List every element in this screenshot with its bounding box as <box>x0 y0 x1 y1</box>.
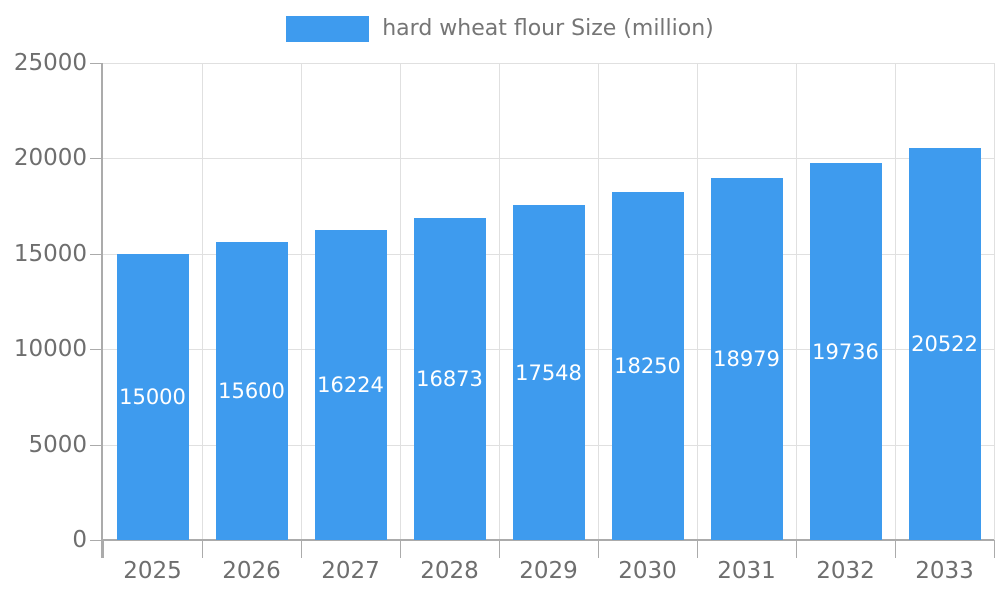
x-tick-label: 2025 <box>123 558 182 584</box>
x-tick-label: 2031 <box>717 558 776 584</box>
gridline-vertical <box>499 63 500 540</box>
x-axis-tick <box>499 540 500 558</box>
bar-2027[interactable] <box>315 230 387 540</box>
y-axis-tick <box>90 445 103 446</box>
legend-swatch <box>286 16 370 42</box>
y-tick-label: 15000 <box>13 241 87 267</box>
bar-2028[interactable] <box>414 218 486 540</box>
x-tick-label: 2029 <box>519 558 578 584</box>
gridline-vertical <box>598 63 599 540</box>
bar-value-label: 16224 <box>317 373 384 397</box>
x-tick-label: 2026 <box>222 558 281 584</box>
x-tick-label: 2032 <box>816 558 875 584</box>
bar-value-label: 20522 <box>911 332 978 356</box>
y-axis-line <box>101 63 103 558</box>
bar-value-label: 18979 <box>713 347 780 371</box>
bar-value-label: 15000 <box>119 385 186 409</box>
legend[interactable]: hard wheat flour Size (million) <box>0 16 1000 42</box>
gridline-vertical <box>400 63 401 540</box>
bar-2030[interactable] <box>612 192 684 540</box>
y-tick-label: 10000 <box>13 336 87 362</box>
bar-2026[interactable] <box>216 242 288 540</box>
legend-label: hard wheat flour Size (million) <box>382 16 714 41</box>
gridline-vertical <box>994 63 995 540</box>
y-axis-tick <box>90 540 103 541</box>
gridline-vertical <box>301 63 302 540</box>
y-axis-tick <box>90 254 103 255</box>
gridline-vertical <box>895 63 896 540</box>
x-axis-tick <box>202 540 203 558</box>
x-axis-tick <box>598 540 599 558</box>
bar-2033[interactable] <box>909 148 981 540</box>
bar-2031[interactable] <box>711 178 783 540</box>
bar-2032[interactable] <box>810 163 882 540</box>
x-tick-label: 2033 <box>915 558 974 584</box>
x-axis-tick <box>796 540 797 558</box>
x-axis-line <box>103 539 994 541</box>
bar-value-label: 19736 <box>812 340 879 364</box>
x-axis-tick <box>400 540 401 558</box>
x-tick-label: 2028 <box>420 558 479 584</box>
y-axis-tick <box>90 63 103 64</box>
x-axis-tick <box>103 540 104 558</box>
gridline-vertical <box>202 63 203 540</box>
bar-2025[interactable] <box>117 254 189 540</box>
x-tick-label: 2030 <box>618 558 677 584</box>
x-tick-label: 2027 <box>321 558 380 584</box>
x-axis-tick <box>697 540 698 558</box>
bar-value-label: 17548 <box>515 361 582 385</box>
bar-value-label: 16873 <box>416 367 483 391</box>
y-tick-label: 25000 <box>13 50 87 76</box>
gridline-vertical <box>796 63 797 540</box>
gridline-horizontal <box>103 63 994 64</box>
bar-value-label: 15600 <box>218 379 285 403</box>
x-axis-tick <box>301 540 302 558</box>
bar-2029[interactable] <box>513 205 585 540</box>
gridline-vertical <box>697 63 698 540</box>
bar-value-label: 18250 <box>614 354 681 378</box>
y-tick-label: 20000 <box>13 145 87 171</box>
y-tick-label: 5000 <box>28 432 87 458</box>
y-axis-tick <box>90 349 103 350</box>
y-axis-tick <box>90 158 103 159</box>
x-axis-tick <box>895 540 896 558</box>
gridline-horizontal <box>103 158 994 159</box>
y-tick-label: 0 <box>72 527 87 553</box>
x-axis-tick <box>994 540 995 558</box>
